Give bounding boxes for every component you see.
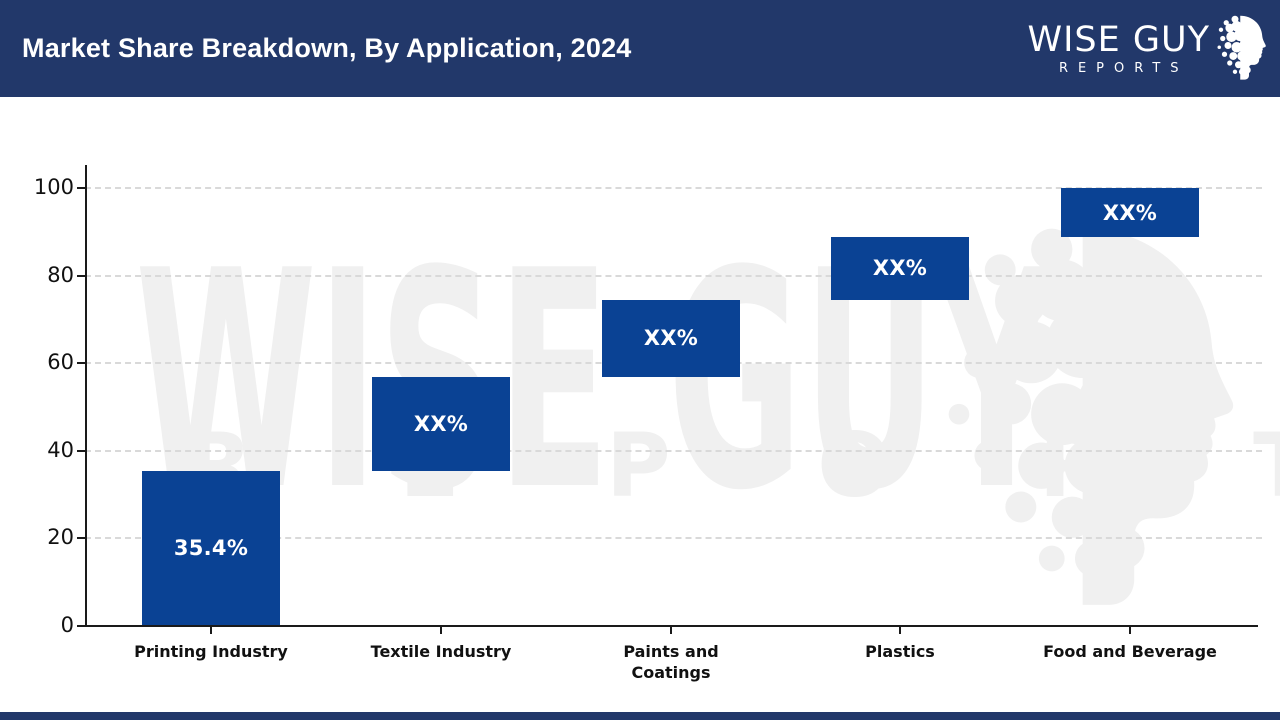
bar-segment: XX% bbox=[1061, 188, 1199, 237]
y-axis-line bbox=[85, 165, 87, 627]
x-axis-category-label: Textile Industry bbox=[370, 642, 512, 661]
y-axis-tick bbox=[77, 187, 85, 189]
bar-segment: XX% bbox=[831, 237, 969, 300]
x-axis-line bbox=[85, 625, 1258, 627]
x-axis-tick bbox=[1129, 627, 1131, 634]
x-axis-category-label: Paints and Coatings bbox=[623, 642, 719, 682]
bar-value-label: XX% bbox=[413, 411, 469, 436]
x-axis-tick bbox=[440, 627, 442, 634]
y-axis-tick-label: 60 bbox=[47, 350, 74, 374]
y-axis-tick-label: 100 bbox=[33, 175, 74, 199]
bar-value-label: XX% bbox=[1102, 200, 1158, 225]
y-axis-tick-label: 80 bbox=[47, 262, 74, 287]
brand-logo-text: WISE GUY REPORTS bbox=[1027, 20, 1210, 76]
x-axis-tick bbox=[210, 627, 212, 634]
wiseguy-head-icon bbox=[1217, 15, 1266, 80]
y-axis-tick bbox=[77, 537, 85, 539]
gridline bbox=[85, 449, 1262, 452]
x-axis-category-label: Printing Industry bbox=[134, 642, 288, 661]
bar-segment: XX% bbox=[372, 376, 510, 471]
bar-value-label: XX% bbox=[643, 326, 699, 351]
gridline bbox=[85, 537, 1262, 539]
y-axis-tick bbox=[77, 362, 85, 364]
y-axis-tick bbox=[77, 624, 85, 627]
bar-segment: XX% bbox=[602, 299, 740, 377]
x-axis-tick bbox=[670, 627, 672, 634]
y-axis-tick-label: 20 bbox=[47, 525, 74, 549]
x-axis-tick bbox=[899, 627, 901, 634]
brand-logo: WISE GUY REPORTS bbox=[1027, 8, 1270, 90]
page-title: Market Share Breakdown, By Application, … bbox=[22, 33, 632, 63]
y-axis-tick-label: 40 bbox=[47, 437, 74, 462]
brand-subtitle: REPORTS bbox=[1058, 61, 1189, 76]
y-axis-tick-label: 0 bbox=[60, 612, 74, 637]
bar-value-label: XX% bbox=[872, 256, 928, 281]
gridline bbox=[85, 187, 1262, 189]
x-axis-category-label: Food and Beverage bbox=[1043, 642, 1217, 661]
y-axis-tick bbox=[77, 449, 85, 452]
brand-name: WISE GUY bbox=[1027, 20, 1210, 60]
bar-segment: 35.4% bbox=[142, 470, 280, 626]
x-axis-category-label: Plastics bbox=[865, 642, 935, 661]
footer-bar bbox=[0, 712, 1280, 720]
gridline bbox=[85, 274, 1262, 277]
bar-value-label: 35.4% bbox=[173, 536, 249, 561]
header-bar: Market Share Breakdown, By Application, … bbox=[0, 0, 1280, 97]
watermark-head-icon bbox=[948, 228, 1234, 605]
y-axis-tick bbox=[77, 274, 85, 277]
